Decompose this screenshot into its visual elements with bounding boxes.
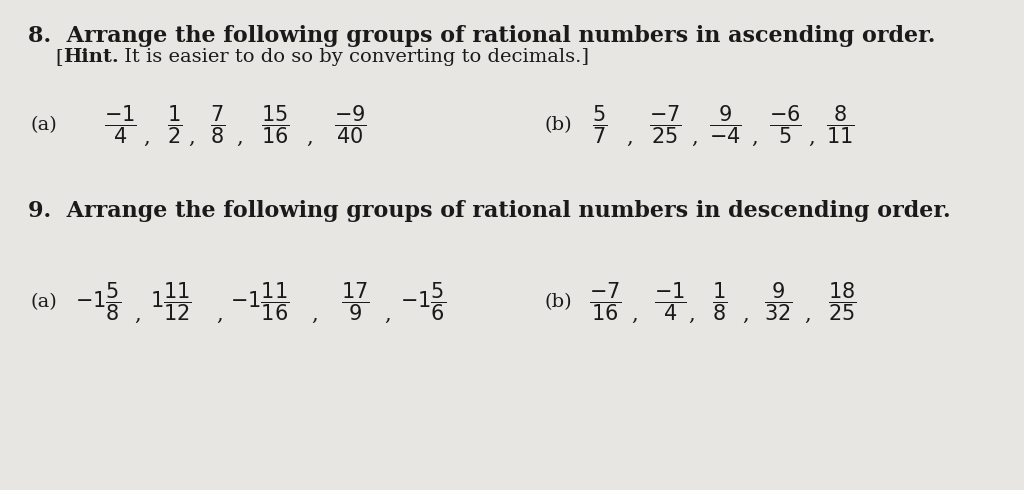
Text: ,: ,	[143, 127, 151, 147]
Text: $\dfrac{5}{7}$: $\dfrac{5}{7}$	[592, 104, 607, 146]
Text: $\dfrac{9}{32}$: $\dfrac{9}{32}$	[764, 281, 793, 323]
Text: ,: ,	[188, 127, 196, 147]
Text: $\dfrac{1}{2}$: $\dfrac{1}{2}$	[167, 104, 182, 146]
Text: ,: ,	[809, 127, 815, 147]
Text: ,: ,	[311, 304, 318, 323]
Text: ,: ,	[385, 304, 391, 323]
Text: $\dfrac{7}{8}$: $\dfrac{7}{8}$	[210, 104, 225, 146]
Text: It is easier to do so by converting to decimals.]: It is easier to do so by converting to d…	[118, 48, 589, 66]
Text: $-1\dfrac{5}{8}$: $-1\dfrac{5}{8}$	[75, 281, 121, 323]
Text: $\dfrac{-6}{5}$: $\dfrac{-6}{5}$	[769, 104, 802, 146]
Text: $\dfrac{9}{-4}$: $\dfrac{9}{-4}$	[709, 104, 741, 146]
Text: ,: ,	[689, 304, 695, 323]
Text: $\dfrac{-1}{4}$: $\dfrac{-1}{4}$	[103, 104, 136, 146]
Text: $\dfrac{8}{11}$: $\dfrac{8}{11}$	[825, 104, 854, 146]
Text: (a): (a)	[30, 116, 56, 134]
Text: Hint.: Hint.	[63, 48, 119, 66]
Text: ,: ,	[135, 304, 141, 323]
Text: $\dfrac{17}{9}$: $\dfrac{17}{9}$	[341, 281, 370, 323]
Text: (b): (b)	[545, 293, 572, 311]
Text: ,: ,	[306, 127, 313, 147]
Text: ,: ,	[805, 304, 811, 323]
Text: (a): (a)	[30, 293, 56, 311]
Text: ,: ,	[752, 127, 759, 147]
Text: ,: ,	[237, 127, 244, 147]
Text: $\dfrac{18}{25}$: $\dfrac{18}{25}$	[827, 281, 856, 323]
Text: ,: ,	[627, 127, 633, 147]
Text: $\dfrac{-7}{25}$: $\dfrac{-7}{25}$	[648, 104, 681, 146]
Text: 9.  Arrange the following groups of rational numbers in descending order.: 9. Arrange the following groups of ratio…	[28, 200, 950, 222]
Text: ,: ,	[691, 127, 698, 147]
Text: $1\dfrac{11}{12}$: $1\dfrac{11}{12}$	[150, 281, 191, 323]
Text: $\dfrac{-1}{4}$: $\dfrac{-1}{4}$	[653, 281, 686, 323]
Text: 8.  Arrange the following groups of rational numbers in ascending order.: 8. Arrange the following groups of ratio…	[28, 25, 935, 47]
Text: $-1\dfrac{11}{16}$: $-1\dfrac{11}{16}$	[230, 281, 290, 323]
Text: ,: ,	[217, 304, 223, 323]
Text: $\dfrac{15}{16}$: $\dfrac{15}{16}$	[261, 104, 290, 146]
Text: (b): (b)	[545, 116, 572, 134]
Text: $-1\dfrac{5}{6}$: $-1\dfrac{5}{6}$	[400, 281, 446, 323]
Text: $\dfrac{1}{8}$: $\dfrac{1}{8}$	[713, 281, 728, 323]
Text: ,: ,	[632, 304, 638, 323]
Text: [: [	[55, 48, 62, 66]
Text: $\dfrac{-7}{16}$: $\dfrac{-7}{16}$	[589, 281, 622, 323]
Text: ,: ,	[742, 304, 750, 323]
Text: $\dfrac{-9}{40}$: $\dfrac{-9}{40}$	[334, 104, 367, 146]
